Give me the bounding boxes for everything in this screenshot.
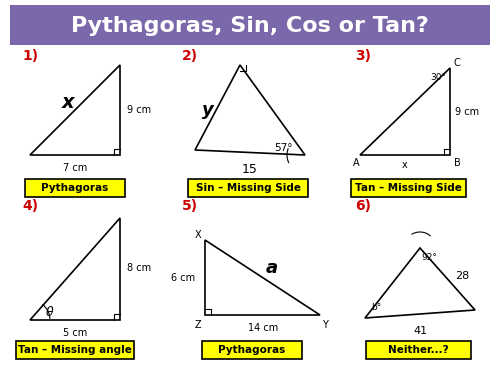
FancyBboxPatch shape (25, 179, 125, 197)
Text: 2): 2) (182, 49, 198, 63)
Text: Y: Y (322, 320, 328, 330)
Text: A: A (352, 158, 360, 168)
Text: 7 cm: 7 cm (63, 163, 87, 173)
Text: 8 cm: 8 cm (127, 263, 151, 273)
FancyBboxPatch shape (188, 179, 308, 197)
Text: 3): 3) (355, 49, 371, 63)
Text: x: x (62, 93, 74, 112)
Text: 4): 4) (22, 199, 38, 213)
Text: C: C (454, 58, 461, 68)
Text: b°: b° (371, 303, 381, 312)
Text: 14 cm: 14 cm (248, 323, 278, 333)
FancyBboxPatch shape (202, 341, 302, 359)
Text: Tan – Missing angle: Tan – Missing angle (18, 345, 132, 355)
Text: 9 cm: 9 cm (127, 105, 151, 115)
Text: 28: 28 (455, 271, 469, 281)
FancyBboxPatch shape (16, 341, 134, 359)
FancyBboxPatch shape (350, 179, 466, 197)
Text: Sin – Missing Side: Sin – Missing Side (196, 183, 300, 193)
Text: Z: Z (194, 320, 201, 330)
Text: Pythagoras: Pythagoras (42, 183, 108, 193)
Text: 41: 41 (413, 326, 427, 336)
Text: 92°: 92° (421, 253, 437, 262)
Text: 9 cm: 9 cm (455, 107, 479, 117)
FancyBboxPatch shape (366, 341, 470, 359)
Text: Neither...?: Neither...? (388, 345, 448, 355)
Text: y: y (202, 101, 214, 119)
FancyBboxPatch shape (10, 5, 490, 45)
Text: 6): 6) (355, 199, 371, 213)
Text: 57°: 57° (274, 143, 292, 153)
Text: Pythagoras: Pythagoras (218, 345, 286, 355)
Text: 15: 15 (242, 163, 258, 176)
Text: Pythagoras, Sin, Cos or Tan?: Pythagoras, Sin, Cos or Tan? (71, 16, 429, 36)
Text: B: B (454, 158, 461, 168)
Text: a: a (266, 259, 278, 277)
Text: θ: θ (46, 306, 54, 320)
Text: 30°: 30° (430, 74, 446, 82)
Text: 6 cm: 6 cm (171, 273, 195, 283)
Text: X: X (194, 230, 201, 240)
Text: Tan – Missing Side: Tan – Missing Side (354, 183, 462, 193)
Text: 5): 5) (182, 199, 198, 213)
Text: x: x (402, 160, 408, 170)
Text: 5 cm: 5 cm (63, 328, 87, 338)
Text: 1): 1) (22, 49, 38, 63)
